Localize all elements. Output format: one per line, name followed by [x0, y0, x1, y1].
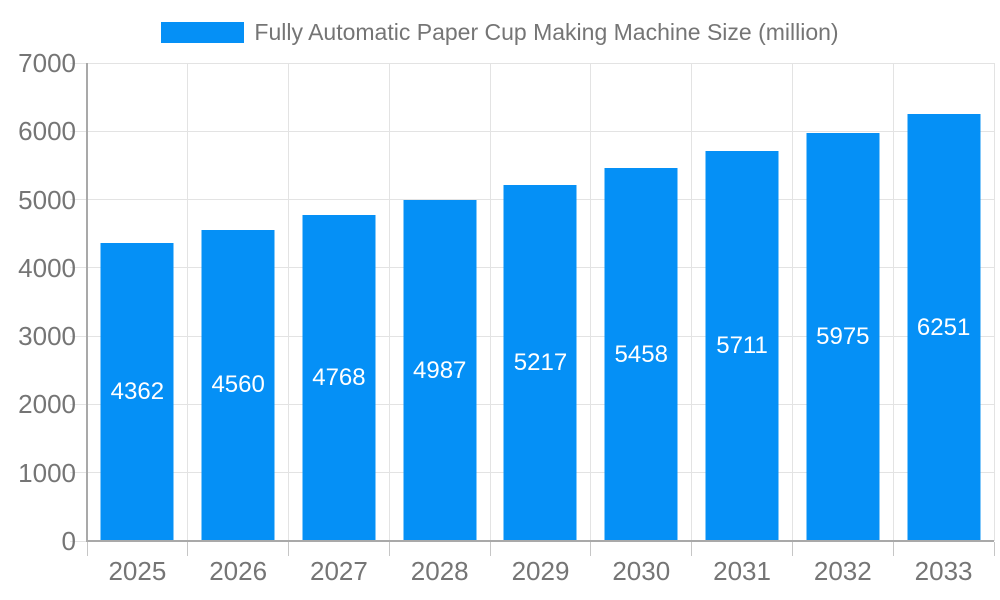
vertical-gridline	[489, 63, 491, 541]
bar-2025[interactable]: 4362	[100, 243, 174, 541]
bar-2030[interactable]: 5458	[604, 168, 678, 541]
y-axis-label: 2000	[18, 389, 76, 420]
bar-value-label: 5458	[614, 340, 668, 368]
x-axis-tick	[892, 542, 894, 556]
legend-item[interactable]: Fully Automatic Paper Cup Making Machine…	[0, 19, 1000, 45]
bar-column: 5458	[591, 63, 692, 541]
x-axis-tick	[388, 542, 390, 556]
x-axis-tick	[791, 542, 793, 556]
y-axis-tick	[70, 62, 87, 64]
bar-2031[interactable]: 5711	[705, 151, 779, 541]
legend-swatch-icon	[161, 22, 245, 43]
x-axis-label: 2025	[108, 556, 167, 586]
vertical-gridline	[993, 63, 995, 541]
bar-2029[interactable]: 5217	[503, 184, 577, 541]
x-axis-tick	[590, 542, 592, 556]
vertical-gridline	[892, 63, 894, 541]
x-axis-line	[86, 540, 994, 542]
bar-value-label: 6251	[916, 313, 971, 341]
x-axis-label: 2030	[612, 556, 671, 586]
x-axis-tick	[187, 542, 189, 556]
bar-column: 6251	[893, 63, 994, 541]
y-axis-label: 3000	[18, 321, 76, 352]
bar-column: 4560	[188, 63, 289, 541]
bar-2027[interactable]: 4768	[302, 215, 376, 541]
bar-2032[interactable]: 5975	[806, 133, 880, 541]
legend-label: Fully Automatic Paper Cup Making Machine…	[254, 19, 839, 45]
vertical-gridline	[388, 63, 390, 541]
bar-2026[interactable]: 4560	[201, 229, 275, 541]
x-axis-tick	[288, 542, 290, 556]
bar-2033[interactable]: 6251	[907, 114, 981, 541]
x-axis-label: 2028	[410, 556, 469, 586]
x-axis-label: 2029	[511, 556, 570, 586]
bar-2028[interactable]: 4987	[403, 200, 477, 541]
bar-value-label: 4987	[413, 356, 467, 384]
vertical-gridline	[187, 63, 189, 541]
y-axis-tick	[70, 335, 87, 337]
horizontal-gridline	[87, 130, 994, 132]
bar-column: 4362	[87, 63, 188, 541]
x-axis-label: 2026	[209, 556, 268, 586]
x-axis-tick	[993, 542, 995, 556]
y-axis-line	[86, 63, 88, 541]
y-axis-label: 0	[61, 526, 76, 556]
x-axis-tick	[489, 542, 491, 556]
x-axis-label: 2031	[713, 556, 771, 586]
bar-column: 4768	[289, 63, 390, 541]
x-axis-tick	[86, 542, 88, 556]
y-axis-label: 4000	[18, 252, 76, 283]
y-axis-tick	[70, 267, 87, 269]
x-axis-label: 2027	[310, 556, 368, 586]
y-axis-label: 5000	[18, 184, 76, 215]
y-axis-tick	[70, 130, 87, 132]
vertical-gridline	[691, 63, 693, 541]
bar-column: 4987	[389, 63, 490, 541]
y-axis-tick	[70, 472, 87, 474]
bar-value-label: 5711	[716, 332, 768, 360]
y-axis-tick	[70, 403, 87, 405]
bar-value-label: 4560	[211, 371, 265, 399]
bar-column: 5217	[490, 63, 591, 541]
vertical-gridline	[590, 63, 592, 541]
bar-value-label: 5217	[513, 348, 568, 376]
y-axis-label: 1000	[18, 457, 76, 488]
y-axis-label: 6000	[18, 116, 76, 147]
bar-value-label: 4768	[312, 364, 366, 392]
x-axis-label: 2032	[813, 556, 872, 586]
bar-value-label: 4362	[110, 378, 165, 406]
vertical-gridline	[791, 63, 793, 541]
y-axis-tick	[70, 540, 87, 542]
vertical-gridline	[288, 63, 290, 541]
bar-column: 5975	[792, 63, 893, 541]
horizontal-gridline	[87, 62, 994, 64]
x-axis-tick	[691, 542, 693, 556]
y-axis-label: 7000	[18, 48, 76, 78]
x-axis-label: 2033	[914, 556, 973, 586]
y-axis-tick	[70, 199, 87, 201]
bar-value-label: 5975	[816, 323, 870, 350]
bar-column: 5711	[692, 63, 793, 541]
plot-area: 4362 4560 4768 4987 5217 5458 5711 5975 6251	[87, 62, 995, 541]
